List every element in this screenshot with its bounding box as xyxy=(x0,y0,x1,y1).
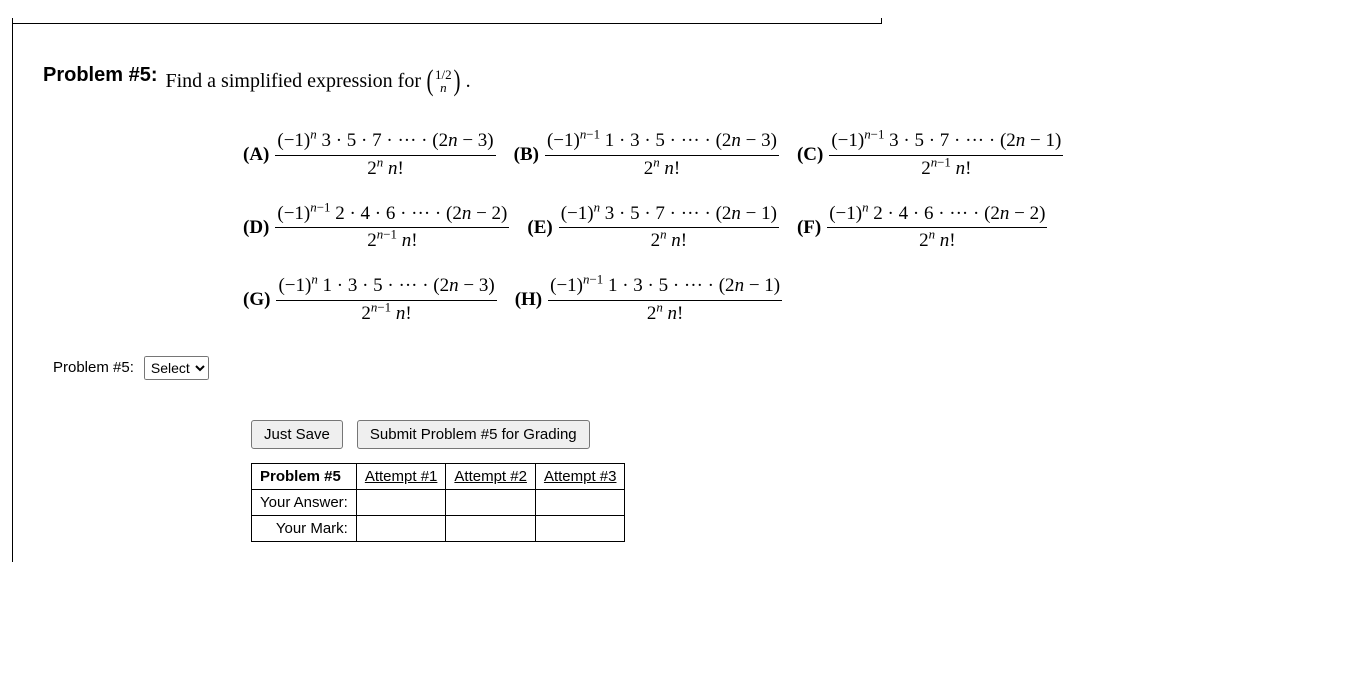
answer-choices: (A) (−1)n 3 · 5 · 7 · ··· · (2n − 3)2n n… xyxy=(243,130,1332,326)
attempt-2-link[interactable]: Attempt #2 xyxy=(446,463,536,489)
choice-G: (G) (−1)n 1 · 3 · 5 · ··· · (2n − 3)2n−1… xyxy=(243,275,497,326)
select-label: Problem #5: xyxy=(53,359,134,376)
choice-B: (B) (−1)n−1 1 · 3 · 5 · ··· · (2n − 3)2n… xyxy=(514,130,779,181)
attempt-3-link[interactable]: Attempt #3 xyxy=(535,463,625,489)
your-answer-1 xyxy=(356,489,446,515)
choice-D: (D) (−1)n−1 2 · 4 · 6 · ··· · (2n − 2)2n… xyxy=(243,203,509,254)
choice-H: (H) (−1)n−1 1 · 3 · 5 · ··· · (2n − 1)2n… xyxy=(515,275,782,326)
problem-title: Problem #5: xyxy=(43,60,157,87)
question-text: Find a simplified expression for ( 1/2 n… xyxy=(165,60,470,96)
choice-A: (A) (−1)n 3 · 5 · 7 · ··· · (2n − 3)2n n… xyxy=(243,130,496,181)
answer-select[interactable]: Select xyxy=(144,356,209,380)
choice-E: (E) (−1)n 3 · 5 · 7 · ··· · (2n − 1)2n n… xyxy=(527,203,779,254)
your-mark-3 xyxy=(535,515,625,541)
just-save-button[interactable]: Just Save xyxy=(251,420,343,449)
grade-table: Problem #5 Attempt #1 Attempt #2 Attempt… xyxy=(251,463,625,542)
your-mark-label: Your Mark: xyxy=(252,515,357,541)
grade-header: Problem #5 xyxy=(252,463,357,489)
submit-button[interactable]: Submit Problem #5 for Grading xyxy=(357,420,590,449)
your-answer-3 xyxy=(535,489,625,515)
attempt-1-link[interactable]: Attempt #1 xyxy=(356,463,446,489)
your-mark-2 xyxy=(446,515,536,541)
your-mark-1 xyxy=(356,515,446,541)
your-answer-2 xyxy=(446,489,536,515)
choice-C: (C) (−1)n−1 3 · 5 · 7 · ··· · (2n − 1)2n… xyxy=(797,130,1063,181)
choice-F: (F) (−1)n 2 · 4 · 6 · ··· · (2n − 2)2n n… xyxy=(797,203,1048,254)
your-answer-label: Your Answer: xyxy=(252,489,357,515)
